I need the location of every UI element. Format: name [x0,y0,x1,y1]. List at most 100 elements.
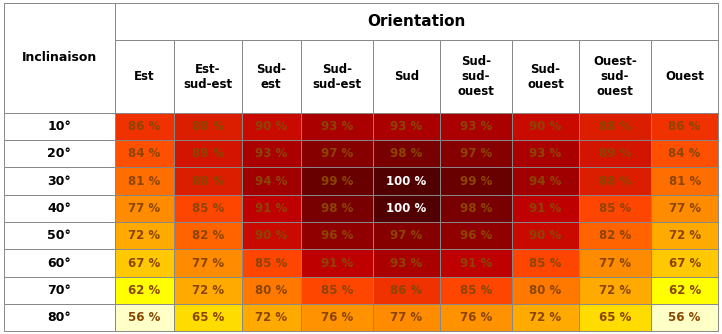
Bar [373,167,440,195]
Text: 77 %: 77 % [129,202,160,215]
Text: 90 %: 90 % [255,229,287,242]
Bar [4,195,115,222]
Bar [440,222,512,249]
Text: 98 %: 98 % [460,202,492,215]
Text: 30°: 30° [48,175,71,188]
Bar [579,167,651,195]
Text: 88 %: 88 % [599,175,631,188]
Bar [512,167,579,195]
Text: 76 %: 76 % [321,311,353,324]
Text: 77 %: 77 % [599,257,631,270]
Text: 72 %: 72 % [255,311,287,324]
Text: 100 %: 100 % [386,175,427,188]
Bar [242,222,301,249]
Text: Ouest-
sud-
ouest: Ouest- sud- ouest [593,55,637,98]
Text: 90 %: 90 % [529,120,562,133]
Bar [373,249,440,277]
Text: 94 %: 94 % [529,175,562,188]
Bar [301,140,373,167]
Bar [373,113,440,140]
Bar [440,249,512,277]
Bar [651,249,718,277]
Bar [651,195,718,222]
Text: 10°: 10° [47,120,71,133]
Bar [4,3,115,113]
Text: Sud-
est: Sud- est [256,62,286,91]
Bar [115,277,174,304]
Bar [174,167,242,195]
Bar [174,304,242,331]
Text: 85 %: 85 % [599,202,631,215]
Text: 96 %: 96 % [321,229,353,242]
Text: 56 %: 56 % [129,311,160,324]
Text: Inclinaison: Inclinaison [22,51,97,64]
Text: Est: Est [134,70,155,83]
Bar [579,222,651,249]
Text: 56 %: 56 % [669,311,701,324]
Text: 93 %: 93 % [321,120,353,133]
Text: 67 %: 67 % [129,257,160,270]
Bar [651,40,718,113]
Text: 96 %: 96 % [460,229,492,242]
Bar [373,40,440,113]
Text: 60°: 60° [48,257,71,270]
Bar [440,195,512,222]
Bar [373,195,440,222]
Text: 40°: 40° [47,202,71,215]
Bar [301,249,373,277]
Bar [512,222,579,249]
Text: 62 %: 62 % [129,284,160,297]
Bar [242,195,301,222]
Text: 88 %: 88 % [191,120,224,133]
Bar [115,167,174,195]
Bar [242,140,301,167]
Bar [115,249,174,277]
Bar [512,140,579,167]
Text: 93 %: 93 % [460,120,492,133]
Text: 93 %: 93 % [255,147,287,160]
Text: 91 %: 91 % [460,257,492,270]
Text: 91 %: 91 % [529,202,562,215]
Bar [440,113,512,140]
Text: Sud-
sud-
ouest: Sud- sud- ouest [458,55,495,98]
Text: Est-
sud-est: Est- sud-est [183,62,232,91]
Text: 93 %: 93 % [390,257,422,270]
Bar [512,249,579,277]
Text: 97 %: 97 % [321,147,353,160]
Text: 80°: 80° [48,311,71,324]
Bar [512,40,579,113]
Bar [651,277,718,304]
Text: 90 %: 90 % [529,229,562,242]
Text: 88 %: 88 % [191,175,224,188]
Text: 89 %: 89 % [191,147,224,160]
Bar [242,40,301,113]
Bar [651,167,718,195]
Bar [512,113,579,140]
Bar [373,277,440,304]
Text: 65 %: 65 % [599,311,631,324]
Bar [651,113,718,140]
Text: 91 %: 91 % [321,257,353,270]
Bar [174,222,242,249]
Text: 65 %: 65 % [191,311,224,324]
Text: 88 %: 88 % [599,120,631,133]
Text: 77 %: 77 % [669,202,700,215]
Text: Sud: Sud [393,70,419,83]
Bar [115,195,174,222]
Bar [174,195,242,222]
Text: 86 %: 86 % [390,284,422,297]
Bar [4,140,115,167]
Bar [242,304,301,331]
Text: 84 %: 84 % [129,147,160,160]
Text: 62 %: 62 % [669,284,701,297]
Text: Orientation: Orientation [367,14,466,29]
Bar [242,277,301,304]
Bar [301,222,373,249]
Text: 85 %: 85 % [321,284,353,297]
Bar [174,277,242,304]
Bar [373,304,440,331]
Bar [651,222,718,249]
Bar [242,167,301,195]
Bar [242,113,301,140]
Bar [301,113,373,140]
